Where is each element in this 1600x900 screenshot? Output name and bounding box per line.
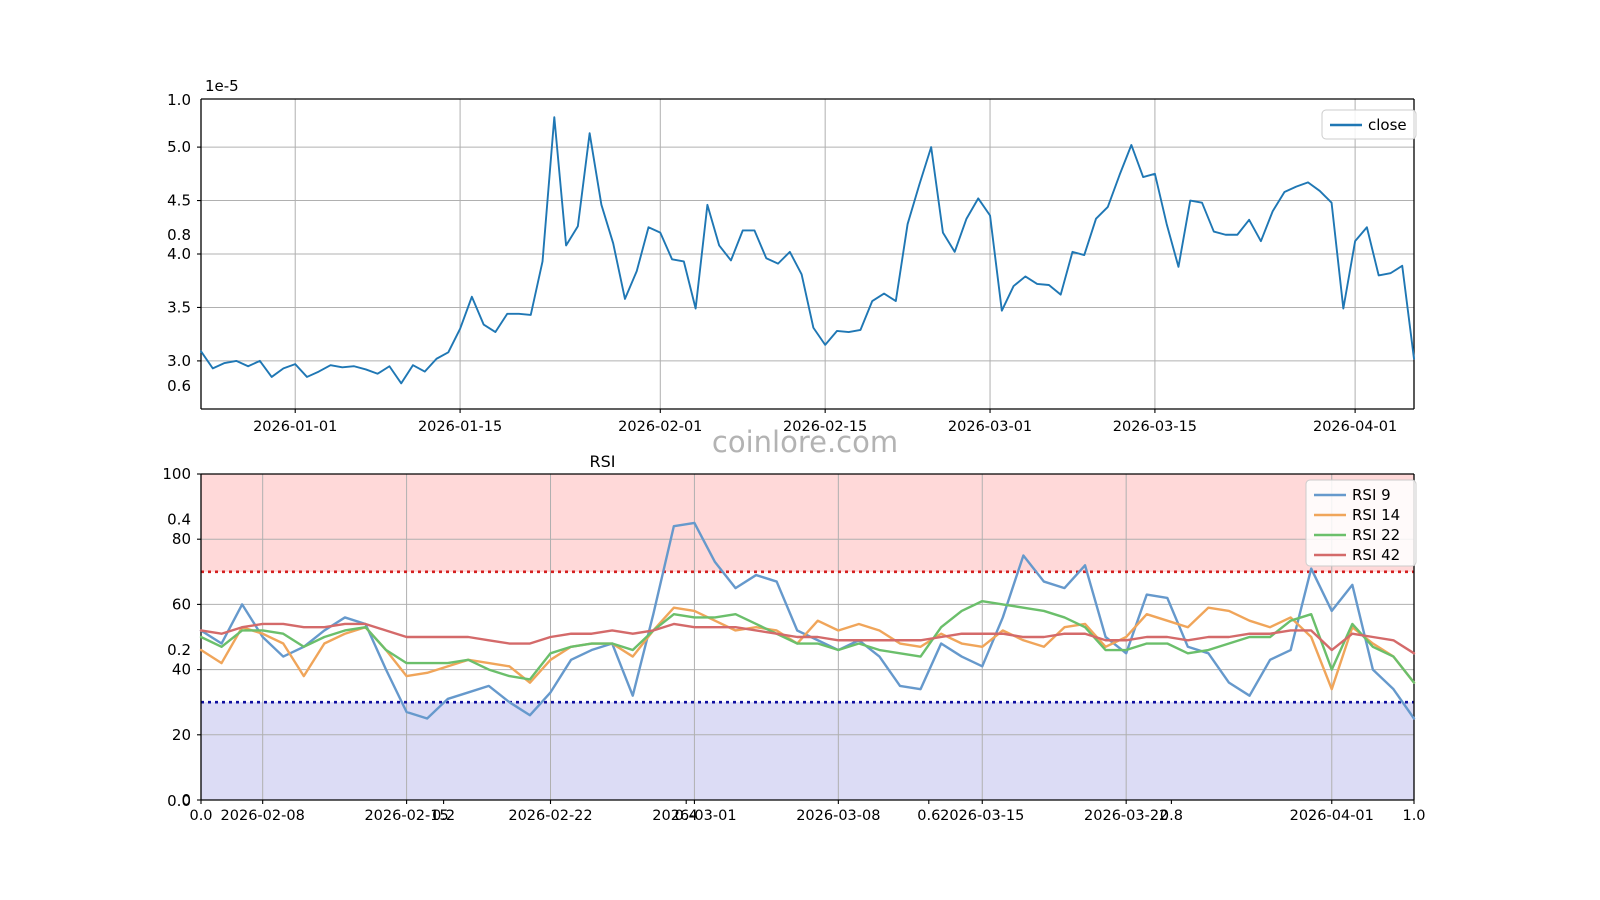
rsi-ytick-label-4: 80 — [172, 530, 191, 548]
rsi-xtick-label-6: 2026-03-22 — [1084, 808, 1168, 824]
rsi-ytick-label-0: 0 — [181, 791, 191, 809]
price-xtick-label-1: 2026-01-15 — [418, 419, 502, 435]
rsi-xtick-label-7: 2026-04-01 — [1290, 808, 1374, 824]
rsi-secondary-xtick-label-4: 0.8 — [1160, 808, 1183, 824]
price-legend-label-close: close — [1368, 116, 1407, 134]
rsi-ytick-label-2: 40 — [172, 661, 191, 679]
rsi-xtick-label-2: 2026-02-22 — [508, 808, 592, 824]
rsi-ytick-label-1: 20 — [172, 726, 191, 744]
price-secondary-ytick-label-0: 0.6 — [167, 377, 191, 395]
rsi-line-rsi-9 — [199, 521, 1416, 720]
watermark-coinlore: coinlore.com — [712, 425, 898, 459]
price-legend[interactable] — [1321, 109, 1417, 140]
price-ytick-label-4: 5.0 — [167, 138, 191, 156]
price-xtick-label-4: 2026-03-01 — [948, 419, 1032, 435]
rsi-secondary-xtick-label-3: 0.6 — [917, 808, 940, 824]
rsi-secondary-xtick-label-1: 0.2 — [432, 808, 455, 824]
price-xtick-label-0: 2026-01-01 — [253, 419, 337, 435]
rsi-legend-label-rsi-14: RSI 14 — [1352, 506, 1400, 524]
rsi-secondary-xtick-label-2: 0.4 — [675, 808, 698, 824]
rsi-secondary-xtick-label-0: 0.0 — [189, 808, 212, 824]
price-xtick-label-6: 2026-04-01 — [1313, 419, 1397, 435]
rsi-xtick-label-3: 2026-03-01 — [652, 808, 736, 824]
price-line-close — [200, 116, 1415, 385]
rsi-xtick-label-5: 2026-03-15 — [940, 808, 1024, 824]
price-xtick-label-5: 2026-03-15 — [1113, 419, 1197, 435]
rsi-legend-label-rsi-22: RSI 22 — [1352, 526, 1400, 544]
rsi-line-rsi-22 — [199, 599, 1416, 684]
price-y-offset-label: 1e-5 — [205, 77, 239, 95]
price-ytick-label-2: 4.0 — [167, 245, 191, 263]
price-secondary-ytick-label-1: 0.8 — [167, 226, 191, 244]
rsi-panel-title: RSI — [590, 452, 616, 471]
rsi-ytick-label-5: 100 — [162, 465, 191, 483]
rsi-band-oversold — [201, 702, 1414, 800]
rsi-line-rsi-42 — [199, 622, 1416, 655]
rsi-secondary-ytick-label-0: 0.0 — [167, 792, 191, 810]
price-xtick-label-2: 2026-02-01 — [618, 419, 702, 435]
price-xtick-label-3: 2026-02-15 — [783, 419, 867, 435]
rsi-xtick-label-4: 2026-03-08 — [796, 808, 880, 824]
rsi-ytick-label-3: 60 — [172, 595, 191, 613]
rsi-xtick-label-1: 2026-02-15 — [364, 808, 448, 824]
rsi-legend[interactable] — [1305, 479, 1417, 567]
rsi-band-overbought — [201, 474, 1414, 572]
rsi-secondary-ytick-label-2: 0.4 — [167, 511, 191, 529]
price-ytick-label-0: 3.0 — [167, 352, 191, 370]
price-ytick-label-3: 4.5 — [167, 192, 191, 210]
rsi-legend-label-rsi-9: RSI 9 — [1352, 486, 1391, 504]
rsi-line-rsi-14 — [199, 606, 1416, 691]
price-ytick-label-1: 3.5 — [167, 298, 191, 316]
price-secondary-ytick-label-2: 1.0 — [167, 91, 191, 109]
rsi-xtick-label-0: 2026-02-08 — [221, 808, 305, 824]
rsi-secondary-ytick-label-1: 0.2 — [167, 641, 191, 659]
rsi-secondary-xtick-label-5: 1.0 — [1402, 808, 1425, 824]
rsi-legend-label-rsi-42: RSI 42 — [1352, 546, 1400, 564]
